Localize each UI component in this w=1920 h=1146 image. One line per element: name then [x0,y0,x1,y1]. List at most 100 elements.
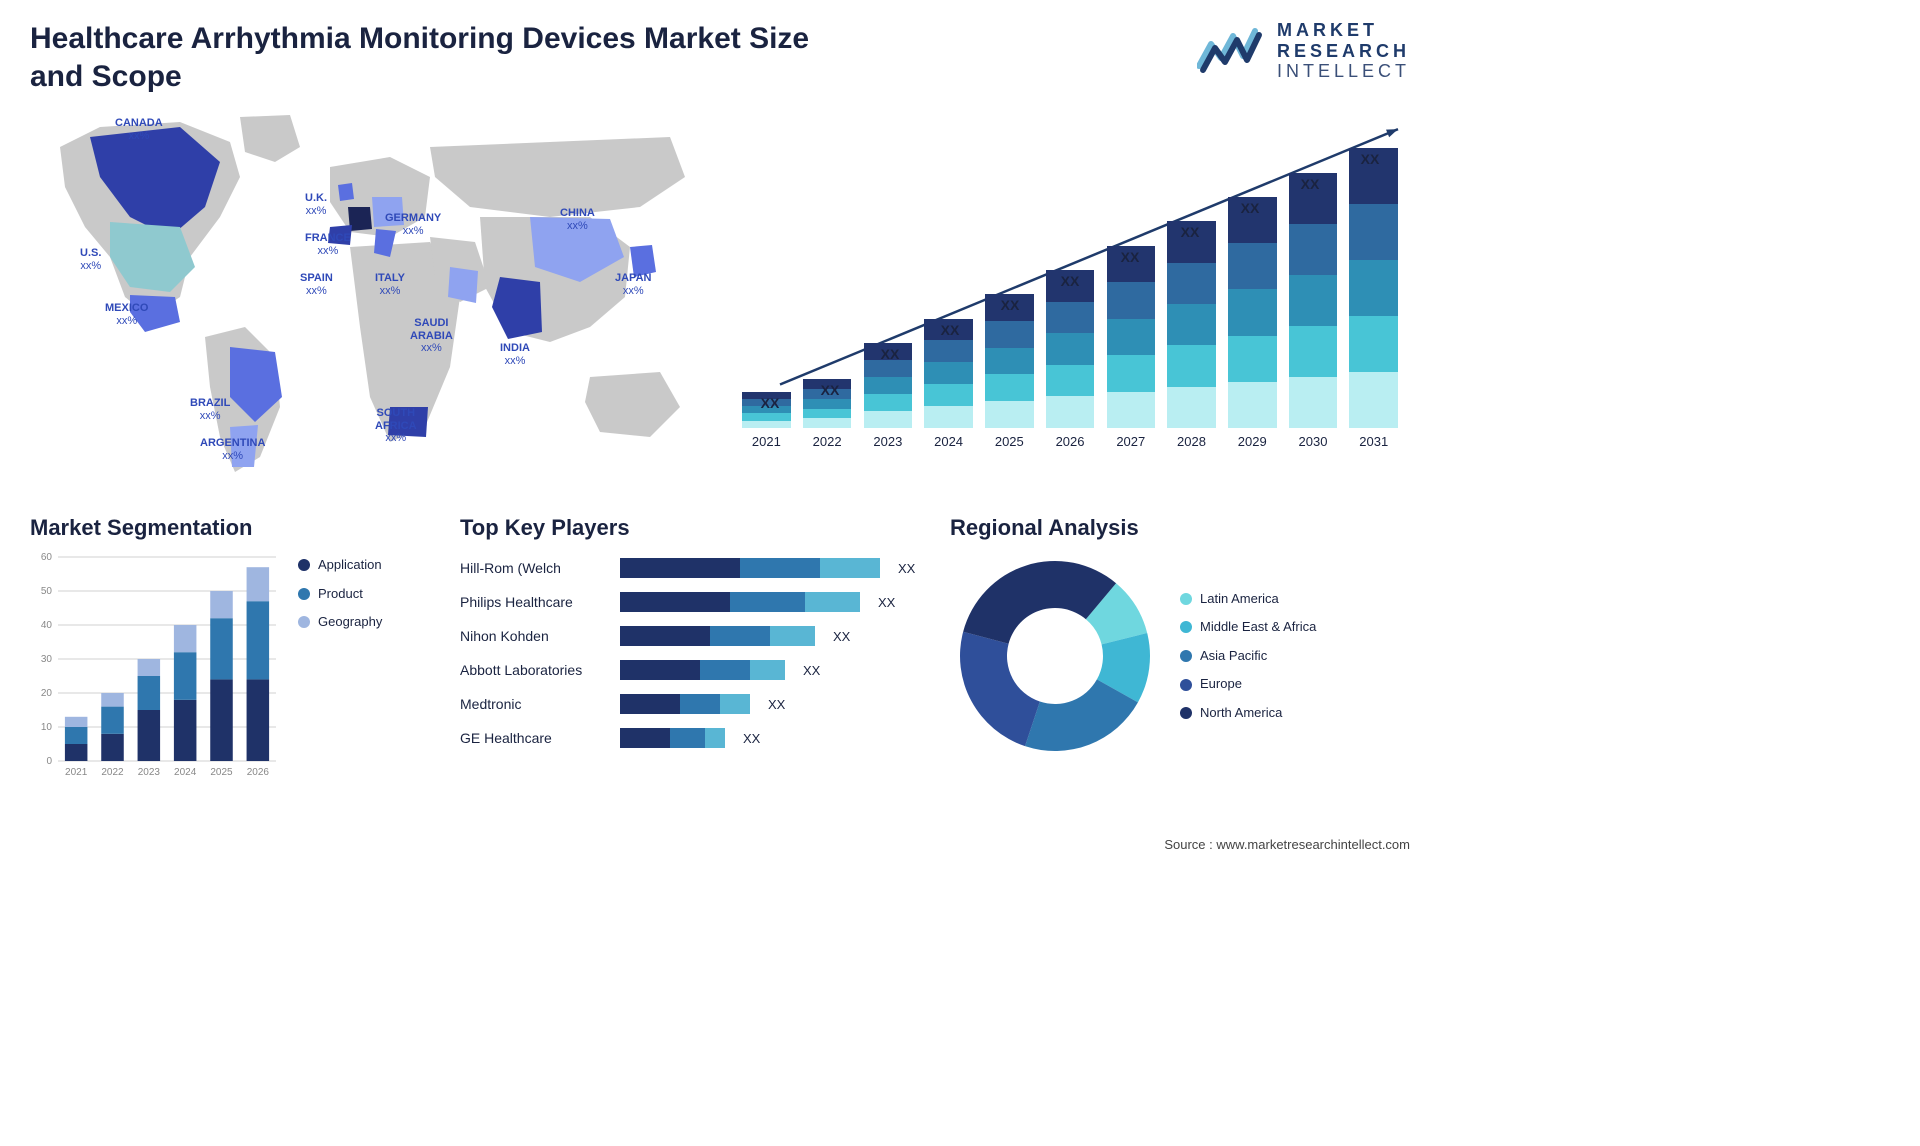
player-row: Abbott LaboratoriesXX [460,653,920,687]
player-bar-segment [705,728,725,748]
svg-text:60: 60 [41,552,53,563]
year-label: 2026 [1056,434,1085,449]
bar-value-label: XX [821,382,840,398]
logo-line3: INTELLECT [1277,61,1410,82]
bar-value-label: XX [1361,151,1380,167]
year-label: 2028 [1177,434,1206,449]
bar-segment [1046,365,1095,397]
year-label: 2029 [1238,434,1267,449]
year-bar: 2028 [1165,221,1218,449]
map-label: CHINAxx% [560,207,595,232]
bar-value-label: XX [1181,224,1200,240]
segmentation-title: Market Segmentation [30,515,430,541]
players-title: Top Key Players [460,515,920,541]
svg-text:40: 40 [41,620,53,631]
player-value: XX [743,731,760,746]
svg-text:0: 0 [46,756,52,767]
player-name: Philips Healthcare [460,594,610,610]
player-name: Hill-Rom (Welch [460,560,610,576]
player-bar-segment [620,694,680,714]
player-row: Hill-Rom (WelchXX [460,551,920,585]
bar-segment [742,413,791,420]
bar-segment [1107,392,1156,429]
page-title: Healthcare Arrhythmia Monitoring Devices… [30,20,810,95]
year-bar: 2031 [1347,148,1400,449]
bar-segment [1167,304,1216,345]
bar-segment [985,321,1034,348]
logo-line2: RESEARCH [1277,41,1410,62]
logo-line1: MARKET [1277,20,1410,41]
year-bar: 2029 [1226,197,1279,449]
bar-segment [1046,302,1095,334]
bar-segment [1228,336,1277,382]
regional-donut [950,551,1160,761]
bar-segment [924,384,973,406]
bar-segment [864,360,913,377]
legend-item: Geography [298,608,382,637]
bar-segment [1228,382,1277,428]
legend-item: Application [298,551,382,580]
map-label: INDIAxx% [500,342,530,367]
year-label: 2031 [1359,434,1388,449]
map-label: ARGENTINAxx% [200,437,265,462]
logo-mark-icon [1197,26,1267,76]
map-label: BRAZILxx% [190,397,230,422]
player-row: GE Healthcare XX [460,721,920,755]
svg-text:2025: 2025 [210,767,233,778]
player-bar [620,558,880,578]
bar-segment [1349,372,1398,428]
player-name: Medtronic [460,696,610,712]
player-bar [620,592,860,612]
svg-text:20: 20 [41,688,53,699]
bar-segment [1167,387,1216,428]
bar-segment [803,409,852,419]
bar-segment [1289,275,1338,326]
svg-text:2022: 2022 [101,767,124,778]
bar-segment [1167,345,1216,386]
regional-panel: Regional Analysis Latin AmericaMiddle Ea… [950,515,1410,815]
player-bar-segment [710,626,770,646]
top-row: CANADAxx%U.S.xx%MEXICOxx%BRAZILxx%ARGENT… [30,107,1410,487]
bar-segment [803,418,852,428]
bar-segment [1289,377,1338,428]
segmentation-chart: 0102030405060202120222023202420252026 [30,551,280,781]
bar-segment [803,399,852,409]
svg-text:2024: 2024 [174,767,197,778]
map-label: ITALYxx% [375,272,405,297]
year-label: 2021 [752,434,781,449]
bar-segment [1349,260,1398,316]
player-bar-segment [670,728,705,748]
bar-segment [985,374,1034,401]
bar-segment [1349,204,1398,260]
world-map: CANADAxx%U.S.xx%MEXICOxx%BRAZILxx%ARGENT… [30,107,710,487]
segmentation-panel: Market Segmentation 01020304050602021202… [30,515,430,815]
player-bar-segment [620,592,730,612]
bar-segment [1228,243,1277,289]
year-bar: 2027 [1104,246,1157,450]
map-label: U.S.xx% [80,247,101,272]
players-chart: Hill-Rom (WelchXXPhilips HealthcareXXNih… [460,551,920,755]
bar-segment [1107,319,1156,356]
player-row: Medtronic XX [460,687,920,721]
legend-item: North America [1180,699,1316,728]
map-label: GERMANYxx% [385,212,441,237]
player-bar-segment [805,592,860,612]
bar-segment [1289,224,1338,275]
bar-segment [1349,316,1398,372]
player-name: GE Healthcare [460,730,610,746]
svg-text:30: 30 [41,654,53,665]
map-label: SAUDIARABIAxx% [410,317,453,355]
source-text: Source : www.marketresearchintellect.com [1164,837,1410,852]
svg-text:2026: 2026 [247,767,270,778]
regional-legend: Latin AmericaMiddle East & AfricaAsia Pa… [1180,585,1316,728]
svg-text:10: 10 [41,722,53,733]
svg-text:2023: 2023 [138,767,161,778]
year-label: 2030 [1299,434,1328,449]
bar-value-label: XX [1121,249,1140,265]
player-row: Philips HealthcareXX [460,585,920,619]
bar-segment [985,401,1034,428]
player-row: Nihon KohdenXX [460,619,920,653]
legend-item: Middle East & Africa [1180,613,1316,642]
player-value: XX [768,697,785,712]
player-bar-segment [700,660,750,680]
